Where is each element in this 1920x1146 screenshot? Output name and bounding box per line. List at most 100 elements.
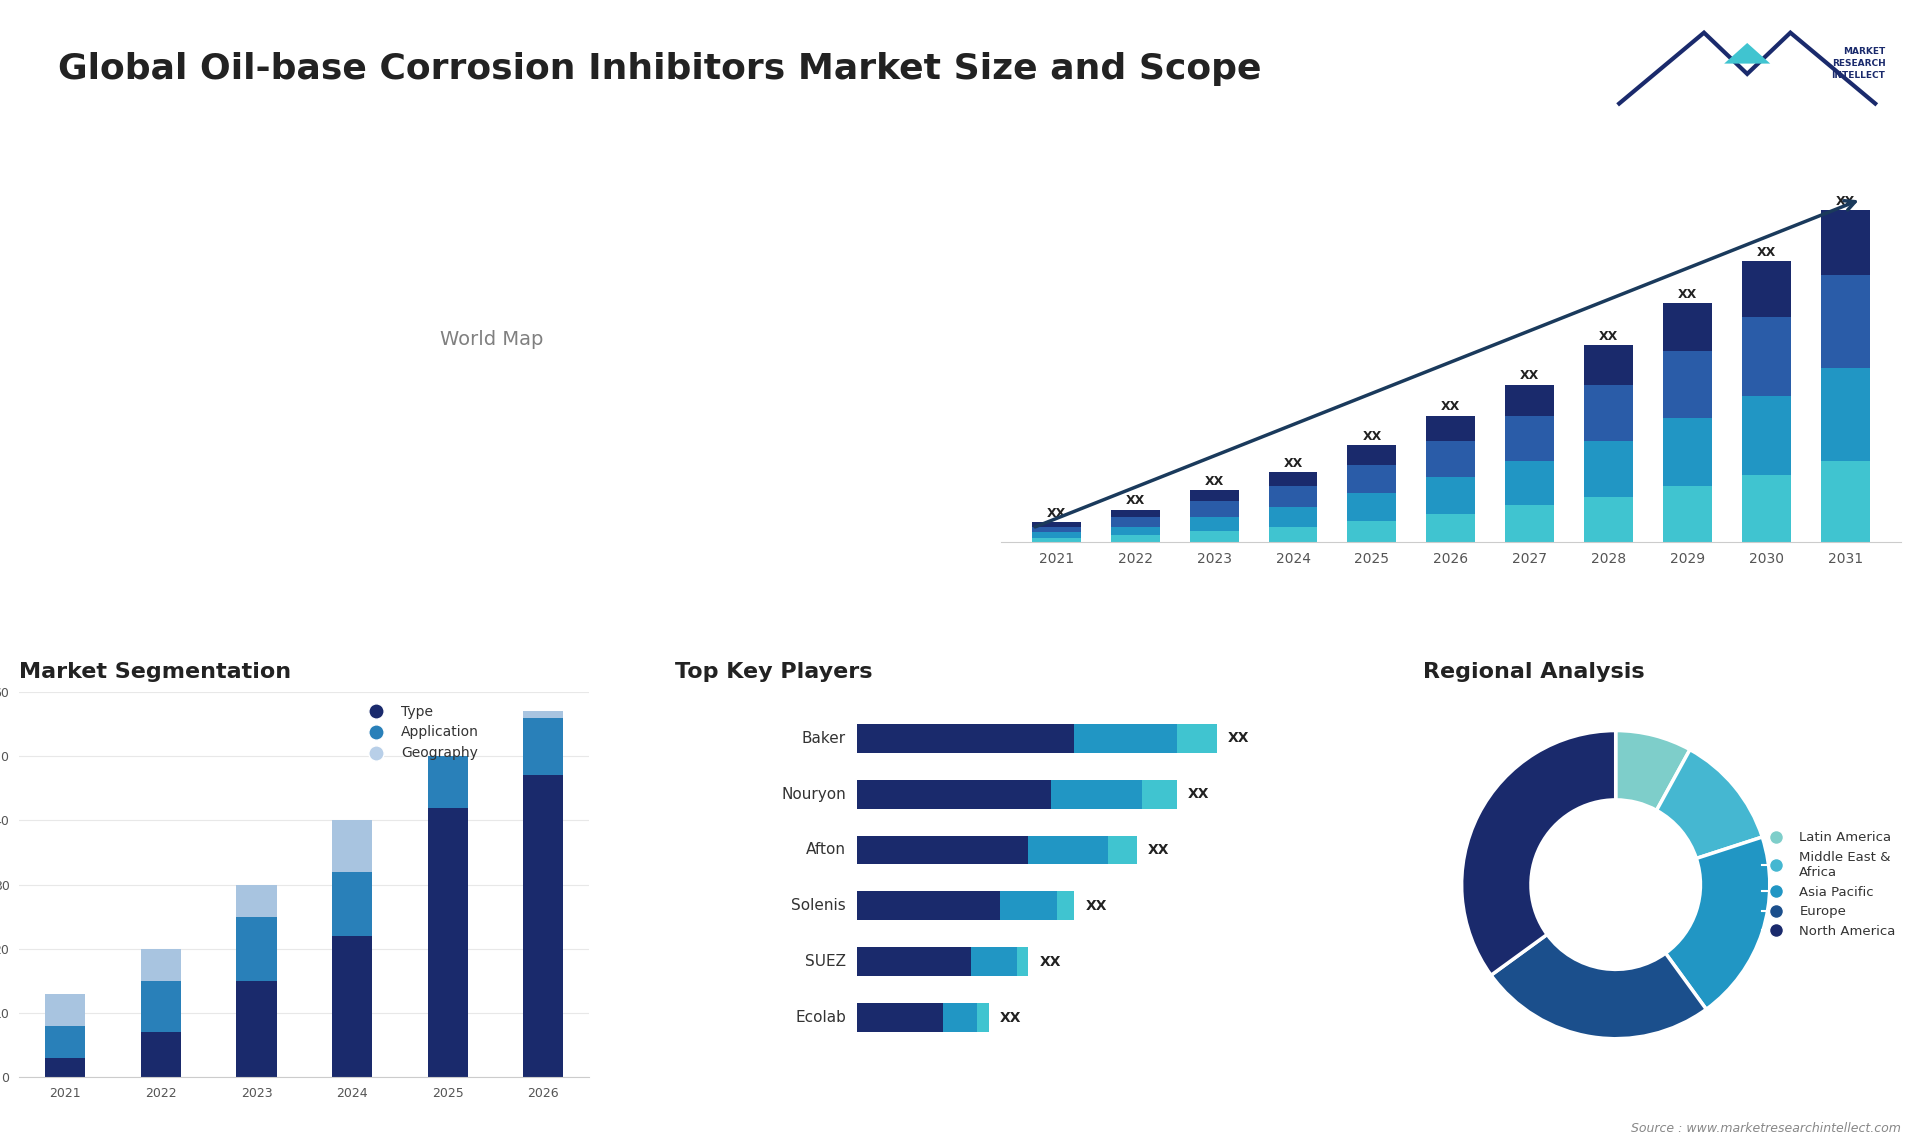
Bar [1505,416,1555,461]
Bar [1427,441,1475,478]
Bar [972,948,1018,976]
Legend: Latin America, Middle East &
Africa, Asia Pacific, Europe, North America: Latin America, Middle East & Africa, Asi… [1757,826,1901,943]
Text: XX: XX [1757,245,1776,259]
Bar [1269,507,1317,526]
Text: Solenis: Solenis [791,898,847,913]
Text: XX: XX [1188,787,1210,801]
Text: Source : www.marketresearchintellect.com: Source : www.marketresearchintellect.com [1630,1122,1901,1135]
Text: XX: XX [1229,731,1250,745]
Bar [1505,505,1555,542]
Polygon shape [1724,42,1770,63]
Bar [1177,724,1217,753]
Bar [1348,493,1396,521]
Bar [236,885,276,917]
Legend: Type, Application, Geography: Type, Application, Geography [357,699,484,766]
Bar [943,1003,977,1033]
Text: XX: XX [1041,955,1062,968]
Bar [332,872,372,936]
Text: XX: XX [1204,474,1223,488]
Bar [140,981,180,1033]
Bar [1584,497,1634,542]
Text: Regional Analysis: Regional Analysis [1423,662,1645,682]
Bar [1031,526,1081,532]
Wedge shape [1657,749,1763,858]
Text: Ecolab: Ecolab [795,1010,847,1025]
Bar [1663,486,1713,542]
Bar [1190,490,1238,501]
Bar [332,821,372,872]
Bar [140,1033,180,1077]
Bar [1741,317,1791,395]
Bar [236,917,276,981]
Bar [1142,779,1177,809]
Bar [1056,892,1073,920]
Bar [332,936,372,1077]
Bar [858,948,972,976]
Text: XX: XX [1599,330,1619,343]
Bar [1052,779,1142,809]
Bar [1584,385,1634,441]
Text: Global Oil-base Corrosion Inhibitors Market Size and Scope: Global Oil-base Corrosion Inhibitors Mar… [58,52,1261,86]
Bar [1029,835,1108,864]
Text: Market Segmentation: Market Segmentation [19,662,292,682]
Bar [140,949,180,981]
Text: XX: XX [1836,195,1855,209]
Bar [1110,526,1160,535]
Bar [858,779,1052,809]
Bar [1820,211,1870,275]
Bar [524,712,563,717]
Text: World Map: World Map [440,330,543,350]
Bar [1073,724,1177,753]
Bar [1741,261,1791,317]
Bar [1663,418,1713,486]
Bar [1663,304,1713,351]
Bar [1427,478,1475,513]
Wedge shape [1665,837,1770,1010]
Text: Baker: Baker [803,731,847,746]
Bar [1110,535,1160,542]
Bar [1741,395,1791,474]
Bar [44,994,84,1026]
Bar [1031,537,1081,542]
Bar [858,835,1029,864]
Bar [858,1003,943,1033]
Text: Nouryon: Nouryon [781,786,847,801]
Text: XX: XX [1085,898,1108,913]
Bar [1031,523,1081,526]
Bar [1190,501,1238,517]
Text: XX: XX [1046,507,1066,520]
Bar [1663,351,1713,418]
Bar [858,892,1000,920]
Wedge shape [1617,730,1690,810]
Bar [1190,517,1238,531]
Bar [1820,275,1870,368]
Text: MARKET
RESEARCH
INTELLECT: MARKET RESEARCH INTELLECT [1832,47,1885,80]
Bar [1820,368,1870,461]
Bar [1427,513,1475,542]
Bar [1110,517,1160,526]
Bar [1584,345,1634,385]
Wedge shape [1492,934,1707,1038]
Text: XX: XX [1678,288,1697,301]
Text: XX: XX [1283,456,1302,470]
Bar [44,1026,84,1058]
Wedge shape [1461,730,1617,975]
Bar [428,808,468,1077]
Bar [1505,385,1555,416]
Bar [1269,526,1317,542]
Text: XX: XX [1521,369,1540,383]
Bar [1348,521,1396,542]
Bar [858,724,1073,753]
Bar [1584,441,1634,497]
Bar [1108,835,1137,864]
Text: Top Key Players: Top Key Players [676,662,872,682]
Bar [44,1058,84,1077]
Bar [236,981,276,1077]
Bar [524,776,563,1077]
Text: XX: XX [1363,430,1382,442]
Bar [977,1003,989,1033]
Text: XX: XX [1442,400,1461,414]
Bar [1741,474,1791,542]
Bar [1505,461,1555,505]
Text: XX: XX [1125,494,1144,508]
